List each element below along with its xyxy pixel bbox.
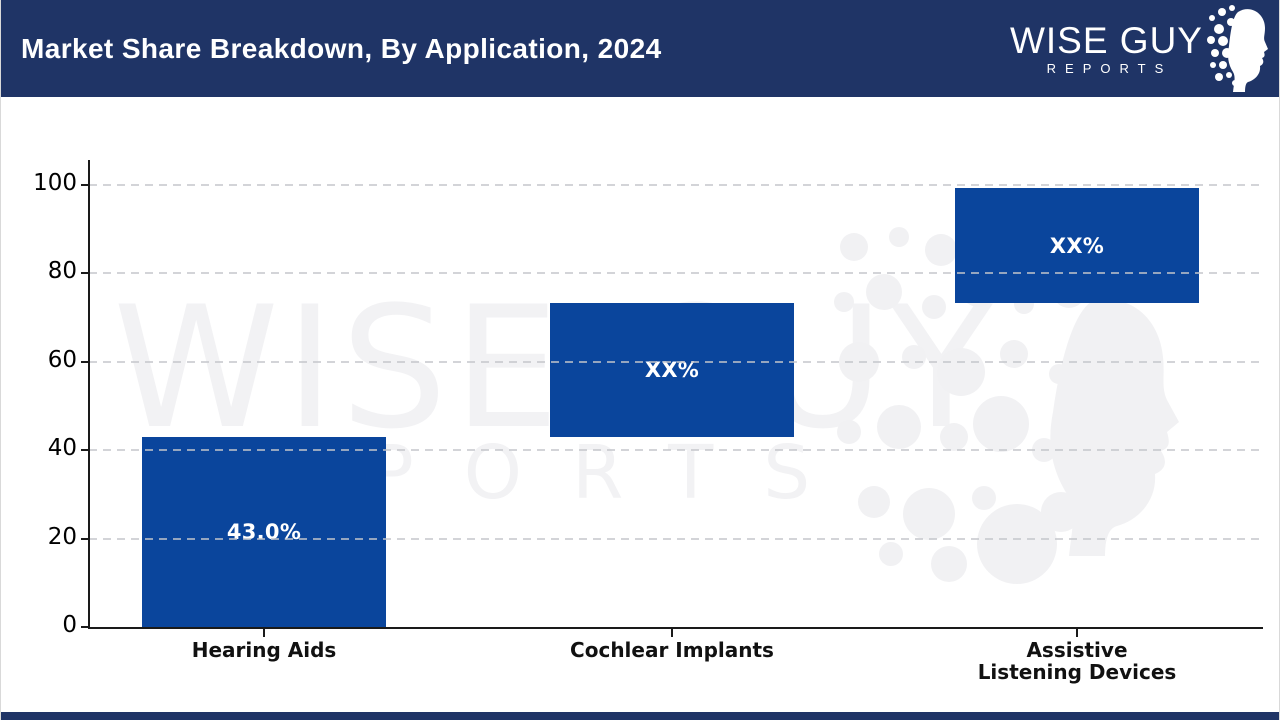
y-axis-line <box>88 160 90 629</box>
logo-head-profile-icon <box>1207 4 1268 92</box>
y-axis-tick <box>81 272 89 275</box>
x-axis-tick <box>1076 629 1078 637</box>
y-axis-tick <box>81 184 89 186</box>
y-axis-tick-label: 0 <box>62 612 77 638</box>
bar-assistive-listening-devices: XX% <box>955 188 1199 303</box>
header-bar: Market Share Breakdown, By Application, … <box>1 0 1279 97</box>
wise-guy-logo: WISE GUY REPORTS <box>1010 4 1279 94</box>
x-axis-tick <box>671 629 673 637</box>
footer-bar <box>1 712 1279 720</box>
bar-cochlear-implants: XX% <box>550 303 794 437</box>
x-axis-tick <box>263 629 265 637</box>
y-axis-tick <box>81 360 89 363</box>
y-axis-tick <box>81 449 89 452</box>
logo-wordmark: WISE GUY <box>1009 20 1203 61</box>
x-axis-line <box>88 627 1263 629</box>
logo-subtext: REPORTS <box>1046 61 1173 76</box>
gridline-60 <box>89 360 1263 363</box>
gridline-20 <box>89 537 1263 540</box>
gridline-40 <box>89 449 1263 452</box>
y-axis-tick-label: 20 <box>47 523 77 550</box>
bar-value-label: XX% <box>1049 233 1105 258</box>
page-title: Market Share Breakdown, By Application, … <box>21 32 662 64</box>
y-axis-tick-label: 40 <box>47 435 77 462</box>
gridline-80 <box>89 272 1263 275</box>
gridline-100 <box>89 184 1263 186</box>
y-axis-tick <box>81 626 89 628</box>
y-axis-tick-label: 80 <box>47 258 77 285</box>
y-axis-tick-label: 100 <box>33 170 77 196</box>
bar-value-label: 43.0% <box>226 519 302 544</box>
logo-text: WISE GUY REPORTS <box>1010 22 1203 75</box>
x-axis-category-label: Assistive Listening Devices <box>977 638 1177 684</box>
x-axis-category-label: Hearing Aids <box>191 638 337 662</box>
bar-hearing-aids: 43.0% <box>142 436 386 627</box>
y-axis-tick <box>81 537 89 540</box>
y-axis-tick-label: 60 <box>47 346 77 373</box>
x-axis-category-label: Cochlear Implants <box>570 638 774 662</box>
